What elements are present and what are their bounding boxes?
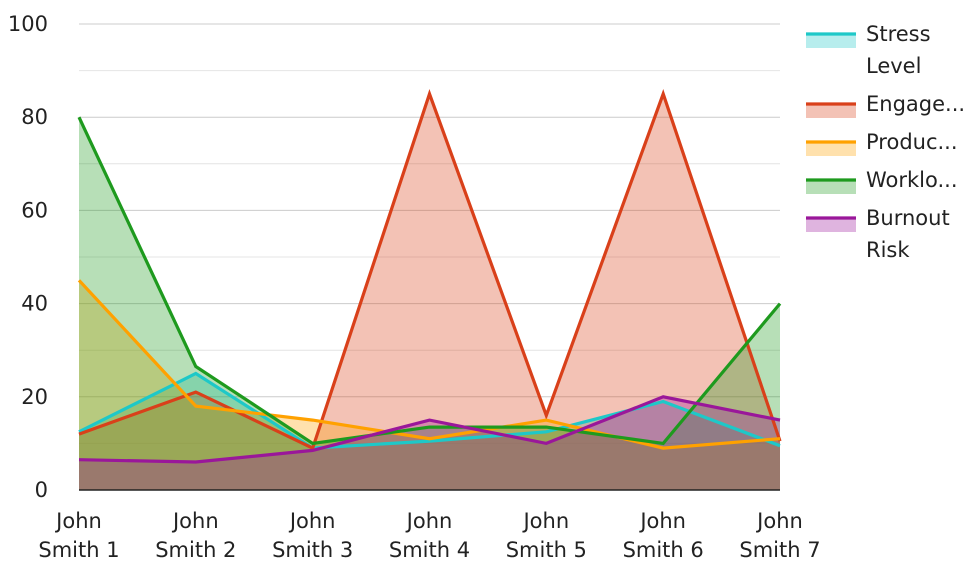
series-area <box>79 280 780 490</box>
x-tick-label: John Smith 5 <box>506 509 587 562</box>
legend-swatch <box>806 104 856 118</box>
gridlines <box>79 23 780 491</box>
legend-item[interactable]: Worklo... <box>806 168 958 194</box>
series-line <box>77 116 782 446</box>
x-tick-label: John Smith 7 <box>739 509 820 562</box>
y-tick-label: 80 <box>21 105 48 129</box>
axes: 0 20 40 60 80 100 John Smith 1 John Smith 2 John Sm… <box>8 12 821 562</box>
y-tick-label: 100 <box>8 12 48 36</box>
series-lines <box>77 89 782 464</box>
legend-item[interactable]: Stress Level <box>806 22 931 78</box>
x-tick-label: John Smith 4 <box>389 509 470 562</box>
legend-swatch <box>806 34 856 48</box>
legend-swatch <box>806 180 856 194</box>
series-areas <box>79 93 780 491</box>
series-line <box>78 371 781 450</box>
legend-swatch <box>806 218 856 232</box>
y-tick-label: 40 <box>21 292 48 316</box>
legend-label: Stress Level <box>866 22 931 78</box>
x-tick-label: John Smith 1 <box>38 509 119 562</box>
y-tick-label: 0 <box>35 478 48 502</box>
series-line <box>77 279 781 450</box>
legend-label: Burnout Risk <box>866 206 950 262</box>
series-area <box>79 373 780 490</box>
legend-swatch <box>806 142 856 156</box>
legend-label: Worklo... <box>866 168 958 192</box>
series-area <box>79 93 780 491</box>
x-tick-label: John Smith 3 <box>272 509 353 562</box>
series-area <box>79 396 780 490</box>
x-tick-label: John Smith 6 <box>623 509 704 562</box>
y-tick-label: 20 <box>21 385 48 409</box>
legend-label: Produc... <box>866 130 958 154</box>
x-tick-label: John Smith 2 <box>155 509 236 562</box>
legend: Stress Level Engage... Produc... Worklo... Bu… <box>806 22 965 262</box>
y-tick-label: 60 <box>21 198 48 222</box>
legend-label: Engage... <box>866 92 965 116</box>
series-line <box>78 395 781 464</box>
series-area <box>79 117 780 490</box>
series-line <box>78 89 782 451</box>
legend-item[interactable]: Engage... <box>806 92 965 118</box>
legend-item[interactable]: Burnout Risk <box>806 206 950 262</box>
legend-item[interactable]: Produc... <box>806 130 958 156</box>
